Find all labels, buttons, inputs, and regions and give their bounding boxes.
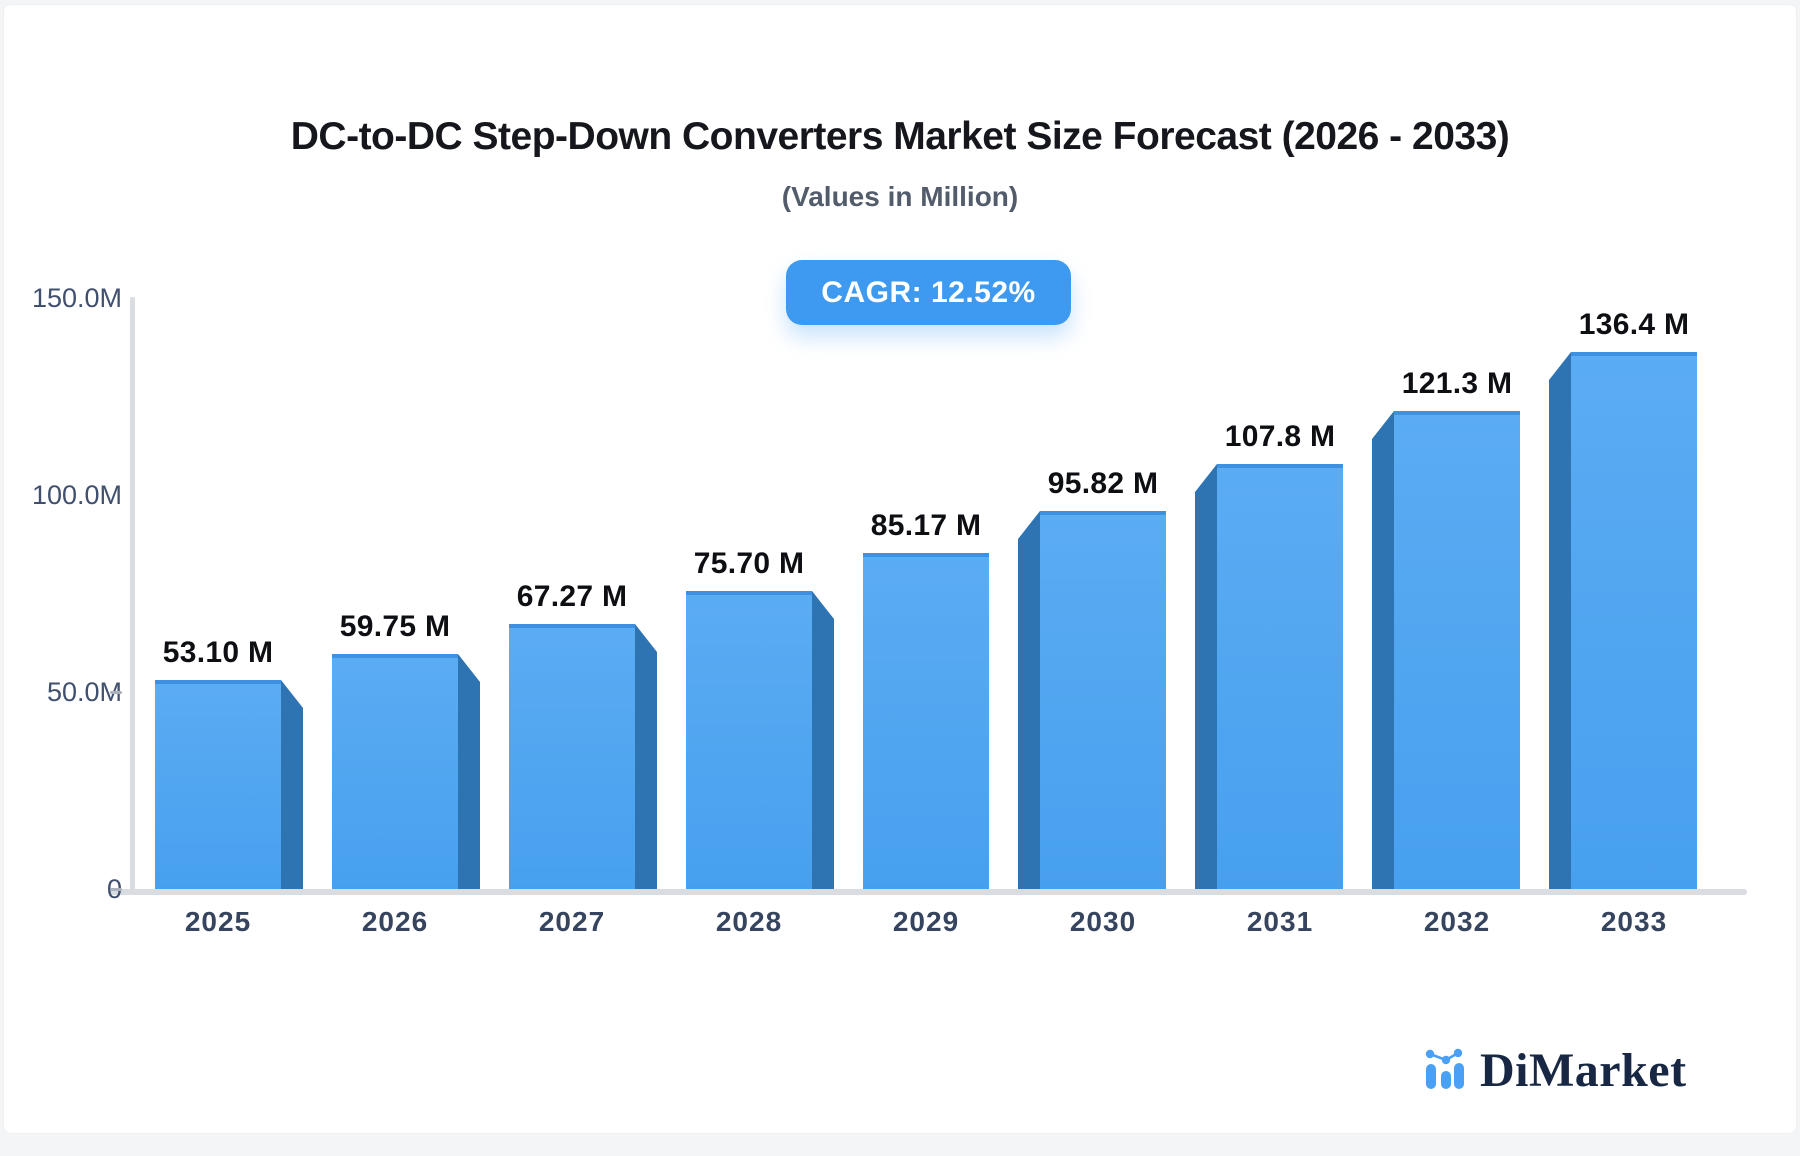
y-axis-tick-label: 50.0M (46, 677, 122, 707)
x-axis-line (108, 889, 1747, 895)
bar-2026 (332, 654, 480, 889)
y-axis-tick-mark (110, 691, 122, 694)
x-axis-label: 2032 (1423, 906, 1491, 937)
bar-top-edge (1571, 352, 1697, 356)
bar-2027 (509, 624, 657, 889)
bar-value-label: 75.70 M (693, 547, 805, 580)
bar-side-face (635, 624, 657, 889)
bar-chart-plot: 150.0M 100.0M 50.0M 0 53.10 M 59.75 M 67.27 M… (4, 5, 1796, 1133)
x-axis-label: 2028 (715, 906, 783, 937)
bar-value-label: 85.17 M (870, 509, 982, 542)
y-axis-tick-label: 150.0M (31, 283, 122, 313)
bar-top-edge (863, 553, 989, 557)
y-axis-tick-label: 0 (4, 874, 122, 905)
y-axis-tick-label: 100.0M (31, 480, 122, 510)
bar-2028 (686, 591, 834, 889)
bar-front-face (1217, 464, 1343, 889)
bar-top-edge (332, 654, 458, 658)
x-axis-label: 2029 (892, 906, 960, 937)
bar-front-face (155, 680, 281, 889)
x-axis-label: 2027 (538, 906, 606, 937)
y-axis-line (130, 297, 135, 895)
bar-value-label: 67.27 M (516, 580, 628, 613)
bar-side-face (1195, 464, 1217, 889)
bar-value-label: 59.75 M (339, 610, 451, 643)
mini-bar-line-chart-icon (1425, 1048, 1464, 1089)
x-axis-label: 2025 (184, 906, 252, 937)
bar-side-face (1549, 352, 1571, 889)
bar-side-face (1372, 411, 1394, 889)
chart-card: DC-to-DC Step-Down Converters Market Siz… (3, 4, 1797, 1134)
chart-subtitle: (Values in Million) (781, 181, 1019, 212)
bar-side-face (281, 680, 303, 889)
brand-logo-text: DiMarket (1480, 1044, 1687, 1097)
bar-front-face (1571, 352, 1697, 889)
bar-side-face (458, 654, 480, 889)
bar-side-face (1018, 511, 1040, 889)
x-axis-label: 2033 (1600, 906, 1668, 937)
bar-top-edge (509, 624, 635, 628)
cagr-badge-label: CAGR: 12.52% (821, 275, 1036, 309)
bar-2033 (1549, 352, 1697, 889)
bar-2029 (863, 553, 989, 889)
chart-title: DC-to-DC Step-Down Converters Market Siz… (290, 115, 1510, 158)
bar-front-face (686, 591, 812, 889)
x-axis-label: 2026 (361, 906, 429, 937)
bar-2032 (1372, 411, 1520, 889)
bar-top-edge (1040, 511, 1166, 515)
bar-front-face (1394, 411, 1520, 889)
bar-value-label: 95.82 M (1047, 467, 1159, 500)
bar-front-face (332, 654, 458, 889)
y-axis-tick-mark (110, 888, 122, 891)
bar-value-label: 121.3 M (1401, 367, 1513, 400)
bar-top-edge (155, 680, 281, 684)
bar-value-label: 136.4 M (1578, 308, 1690, 341)
bar-value-label: 107.8 M (1224, 420, 1336, 453)
bar-2031 (1195, 464, 1343, 889)
bar-front-face (863, 553, 989, 889)
brand-logo: DiMarket (1424, 1043, 1687, 1099)
bar-top-edge (1217, 464, 1343, 468)
bar-top-edge (686, 591, 812, 595)
bar-2030 (1018, 511, 1166, 889)
bar-front-face (509, 624, 635, 889)
bar-2025 (155, 680, 303, 889)
bar-value-label: 53.10 M (162, 636, 274, 669)
cagr-badge: CAGR: 12.52% (786, 260, 1071, 325)
bar-top-edge (1394, 411, 1520, 415)
bar-front-face (1040, 511, 1166, 889)
bar-side-face (812, 591, 834, 889)
x-axis-label: 2030 (1069, 906, 1137, 937)
x-axis-label: 2031 (1246, 906, 1314, 937)
